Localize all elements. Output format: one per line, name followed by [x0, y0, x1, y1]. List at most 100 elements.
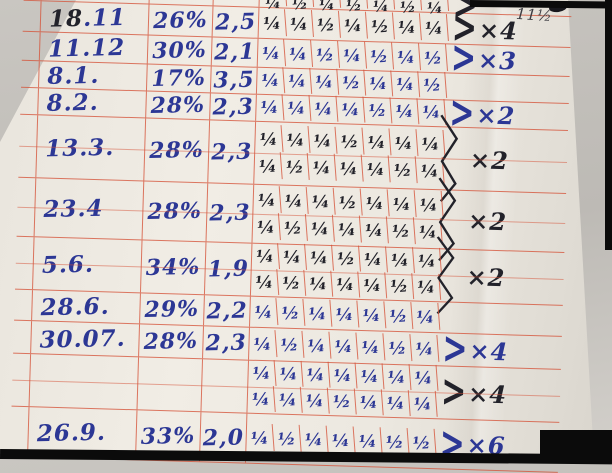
- fraction-cell: ½: [279, 214, 308, 243]
- fraction-cell: ½: [311, 40, 340, 69]
- multiplier-text: ×4: [468, 379, 508, 409]
- fraction-cell: ¼: [338, 41, 367, 70]
- margin-cell: [14, 290, 33, 321]
- value-text: 2,0: [202, 424, 244, 451]
- fraction-cell: ½: [389, 156, 418, 185]
- fraction-cell: ½: [334, 189, 363, 218]
- value-text: 2,2: [206, 298, 248, 325]
- value-text: 2,3: [211, 139, 253, 166]
- fraction-cell: ½: [273, 425, 302, 454]
- date-cell: 11.12: [40, 32, 149, 63]
- fraction-cell: ¼: [283, 95, 312, 123]
- fraction-cell: ¼: [358, 272, 387, 300]
- fraction-cell: ½: [385, 273, 414, 301]
- fraction-cell: ¼: [356, 363, 385, 391]
- date-blue-part: 30.07.: [39, 324, 126, 353]
- fraction-cell: ¼: [390, 129, 419, 158]
- fraction-cell: ¼: [367, 0, 395, 11]
- fraction-cell: ¼: [249, 298, 278, 327]
- photo-corner-top-right: [470, 0, 612, 8]
- fraction-cell: ¼: [307, 188, 336, 217]
- fraction-cell: ¼: [285, 10, 314, 39]
- multiplier-text: ×2: [468, 206, 508, 236]
- fraction-cell: ½: [336, 128, 365, 157]
- fraction-cell: ¼: [360, 216, 389, 245]
- fraction-cell: ¼: [420, 14, 449, 43]
- fraction-cell: ¼: [305, 245, 334, 273]
- value-cell: 2,2: [204, 295, 251, 326]
- percent-cell: 30%: [148, 36, 213, 66]
- fraction-cell: ¼: [309, 127, 338, 156]
- fraction-cell: ¼: [257, 39, 286, 68]
- value-text: 2,1: [214, 39, 256, 66]
- fraction-cell: ¼: [306, 215, 335, 244]
- multiplier-text: ×4: [479, 15, 519, 45]
- fraction-cell: ½: [394, 0, 422, 12]
- fraction-cell: ¼: [255, 125, 284, 154]
- date-blue-part: 5.6.: [41, 250, 94, 278]
- date-cell: [30, 354, 139, 409]
- percent-cell: 29%: [140, 293, 205, 325]
- multiplier-text: ×4: [469, 336, 509, 366]
- percent-text: 28%: [143, 328, 198, 355]
- fraction-cell: ½: [286, 0, 314, 9]
- date-cell: 5.6.: [33, 237, 142, 292]
- fraction-cell: ¼: [335, 155, 364, 184]
- date-cell: 30.07.: [31, 321, 140, 356]
- multiplier-note: >×4: [436, 366, 560, 422]
- fraction-cell: ¼: [283, 68, 312, 96]
- multiplier-text: ×2: [476, 100, 516, 130]
- margin-cell: [23, 1, 42, 32]
- fraction-cell: ¼: [249, 330, 278, 359]
- fraction-cell: ¼: [363, 128, 392, 157]
- fraction-cell: ¼: [301, 388, 330, 416]
- fraction-cell: ½: [419, 44, 448, 73]
- date-blue-part: 26.9.: [36, 419, 106, 448]
- date-cell: 23.4: [35, 178, 145, 239]
- multiplier-text: ×2: [470, 145, 510, 175]
- value-text: 2,3: [209, 200, 251, 227]
- margin-cell: [18, 115, 38, 178]
- fraction-cell: ¼: [252, 213, 281, 242]
- multiplier-note: ×2: [443, 127, 568, 193]
- fraction-cell: ¼: [339, 11, 368, 40]
- fraction-cell: ¼: [256, 94, 285, 122]
- percent-cell: 34%: [141, 240, 207, 294]
- percent-text: 34%: [146, 254, 201, 281]
- fraction-cell: ¼: [308, 154, 337, 183]
- date-black-part: 18: [49, 4, 84, 32]
- fraction-cell: ¼: [259, 0, 287, 8]
- fraction-cell: ¼: [251, 243, 280, 271]
- percent-text: 29%: [144, 296, 199, 323]
- fraction-cell: ¼: [409, 391, 438, 419]
- fraction-cell: ½: [340, 0, 368, 10]
- fraction-cell: ¼: [246, 424, 275, 453]
- date-text: 8.2.: [46, 88, 99, 116]
- percent-text: 30%: [152, 37, 207, 64]
- date-text: 8.1.: [47, 61, 100, 89]
- multiplier-note: ×2: [441, 190, 566, 252]
- value-cell: 3,5: [211, 66, 258, 93]
- fraction-cell: ¼: [392, 43, 421, 72]
- fraction-cell: ¼: [310, 96, 339, 124]
- percent-text: 17%: [151, 65, 206, 92]
- percent-text: 28%: [147, 198, 202, 225]
- value-text: 1,9: [207, 256, 249, 283]
- fraction-cell: ½: [312, 10, 341, 39]
- value-text: 3,5: [213, 67, 255, 94]
- photo-of-handwritten-table: { "photo": { "pencil_note": "11½", "pape…: [0, 0, 612, 459]
- percent-text: 28%: [149, 137, 204, 164]
- value-cell: 1,9: [205, 242, 253, 295]
- fraction-cell: ¼: [329, 332, 358, 361]
- percent-cell: [138, 357, 204, 411]
- fraction-cell: ¼: [300, 426, 329, 455]
- fraction-cell: ½: [366, 12, 395, 41]
